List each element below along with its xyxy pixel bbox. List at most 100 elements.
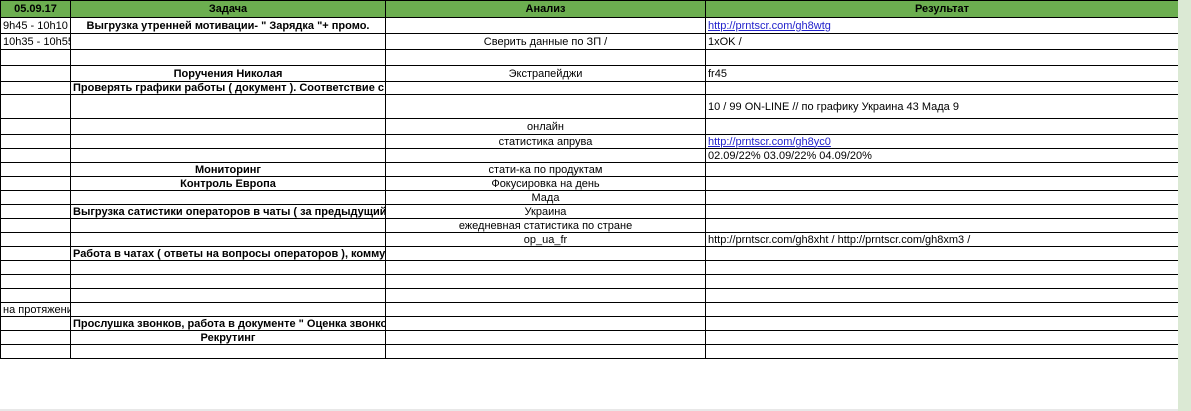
cell-result[interactable] [705, 49, 1179, 66]
cell-result[interactable] [705, 246, 1179, 261]
cell-task[interactable]: Прослушка звонков, работа в документе " … [70, 316, 386, 331]
cell-result[interactable] [705, 316, 1179, 331]
cell-time[interactable] [0, 176, 71, 191]
cell-result[interactable] [705, 330, 1179, 345]
cell-time[interactable] [0, 190, 71, 205]
cell-result[interactable] [705, 260, 1179, 275]
table-header: 05.09.17 Задача Анализ Результат [0, 0, 1179, 18]
result-link[interactable]: http://prntscr.com/gh8yc0 [708, 135, 831, 148]
cell-result[interactable] [705, 274, 1179, 289]
cell-time[interactable] [0, 316, 71, 331]
cell-result[interactable] [705, 288, 1179, 303]
cell-result[interactable]: 10 / 99 ON-LINE // по графику Украина 43… [705, 94, 1179, 119]
cell-time[interactable] [0, 65, 71, 82]
cell-time[interactable] [0, 134, 71, 149]
cell-analysis[interactable]: Фокусировка на день [385, 176, 706, 191]
cell-result[interactable]: http://prntscr.com/gh8yc0 [705, 134, 1179, 149]
cell-task[interactable]: Рекрутинг [70, 330, 386, 345]
cell-time[interactable] [0, 246, 71, 261]
cell-analysis[interactable]: Экстрапейджи [385, 65, 706, 82]
cell-analysis[interactable]: Мада [385, 190, 706, 205]
cell-analysis[interactable]: Украина [385, 204, 706, 219]
cell-result[interactable] [705, 302, 1179, 317]
cell-time[interactable]: 9h45 - 10h10 [0, 17, 71, 34]
right-margin-strip [1178, 0, 1191, 411]
cell-task[interactable] [70, 344, 386, 359]
result-link[interactable]: http://prntscr.com/gh8wtg [708, 19, 831, 32]
cell-result[interactable] [705, 344, 1179, 359]
cell-analysis[interactable] [385, 94, 706, 119]
cell-result[interactable] [705, 218, 1179, 233]
cell-analysis[interactable]: стати-ка по продуктам [385, 162, 706, 177]
cell-analysis[interactable]: op_ua_fr [385, 232, 706, 247]
cell-analysis[interactable] [385, 302, 706, 317]
cell-analysis[interactable]: онлайн [385, 118, 706, 135]
cell-time[interactable]: на протяжении дня [0, 302, 71, 317]
cell-time[interactable] [0, 204, 71, 219]
cell-time[interactable] [0, 260, 71, 275]
cell-result[interactable]: http://prntscr.com/gh8xht / http://prnts… [705, 232, 1179, 247]
cell-task[interactable] [70, 33, 386, 50]
cell-time[interactable] [0, 94, 71, 119]
cell-result[interactable] [705, 190, 1179, 205]
cell-time[interactable] [0, 274, 71, 289]
cell-task[interactable] [70, 49, 386, 66]
cell-task[interactable] [70, 148, 386, 163]
cell-time[interactable] [0, 330, 71, 345]
header-task[interactable]: Задача [70, 0, 386, 18]
cell-result[interactable] [705, 162, 1179, 177]
cell-task[interactable] [70, 288, 386, 303]
cell-time[interactable] [0, 288, 71, 303]
cell-task[interactable] [70, 218, 386, 233]
cell-task[interactable] [70, 94, 386, 119]
cell-analysis[interactable] [385, 49, 706, 66]
cell-time[interactable] [0, 118, 71, 135]
cell-analysis[interactable]: статистика апрува [385, 134, 706, 149]
cell-task[interactable]: Выгрузка сатистики операторов в чаты ( з… [70, 204, 386, 219]
cell-task[interactable]: Проверять графики работы ( документ ). С… [70, 81, 386, 95]
cell-time[interactable] [0, 232, 71, 247]
cell-result[interactable]: fr45 [705, 65, 1179, 82]
header-date[interactable]: 05.09.17 [0, 0, 71, 18]
cell-analysis[interactable] [385, 288, 706, 303]
cell-result[interactable] [705, 204, 1179, 219]
cell-analysis[interactable] [385, 330, 706, 345]
cell-time[interactable] [0, 81, 71, 95]
cell-task[interactable] [70, 232, 386, 247]
cell-result[interactable]: http://prntscr.com/gh8wtg [705, 17, 1179, 34]
cell-result[interactable] [705, 176, 1179, 191]
cell-analysis[interactable] [385, 81, 706, 95]
cell-task[interactable] [70, 274, 386, 289]
cell-task[interactable] [70, 190, 386, 205]
cell-time[interactable] [0, 344, 71, 359]
cell-task[interactable] [70, 118, 386, 135]
header-result[interactable]: Результат [705, 0, 1179, 18]
cell-time[interactable] [0, 218, 71, 233]
cell-task[interactable] [70, 260, 386, 275]
cell-analysis[interactable] [385, 344, 706, 359]
cell-time[interactable]: 10h35 - 10h55 [0, 33, 71, 50]
cell-analysis[interactable] [385, 260, 706, 275]
header-analysis[interactable]: Анализ [385, 0, 706, 18]
cell-task[interactable]: Поручения Николая [70, 65, 386, 82]
cell-task[interactable] [70, 134, 386, 149]
cell-analysis[interactable] [385, 316, 706, 331]
cell-result[interactable]: 02.09/22% 03.09/22% 04.09/20% [705, 148, 1179, 163]
cell-time[interactable] [0, 162, 71, 177]
cell-result[interactable] [705, 118, 1179, 135]
cell-analysis[interactable] [385, 246, 706, 261]
cell-task[interactable]: Выгрузка утренней мотивации- " Зарядка "… [70, 17, 386, 34]
cell-analysis[interactable] [385, 17, 706, 34]
cell-analysis[interactable] [385, 148, 706, 163]
cell-task[interactable]: Контроль Европа [70, 176, 386, 191]
cell-task[interactable] [70, 302, 386, 317]
cell-analysis[interactable]: ежедневная статистика по стране [385, 218, 706, 233]
cell-time[interactable] [0, 148, 71, 163]
cell-analysis[interactable] [385, 274, 706, 289]
cell-task[interactable]: Мониторинг [70, 162, 386, 177]
cell-analysis[interactable]: Сверить данные по ЗП / [385, 33, 706, 50]
cell-task[interactable]: Работа в чатах ( ответы на вопросы опера… [70, 246, 386, 261]
cell-result[interactable]: 1xOK / [705, 33, 1179, 50]
cell-time[interactable] [0, 49, 71, 66]
cell-result[interactable] [705, 81, 1179, 95]
